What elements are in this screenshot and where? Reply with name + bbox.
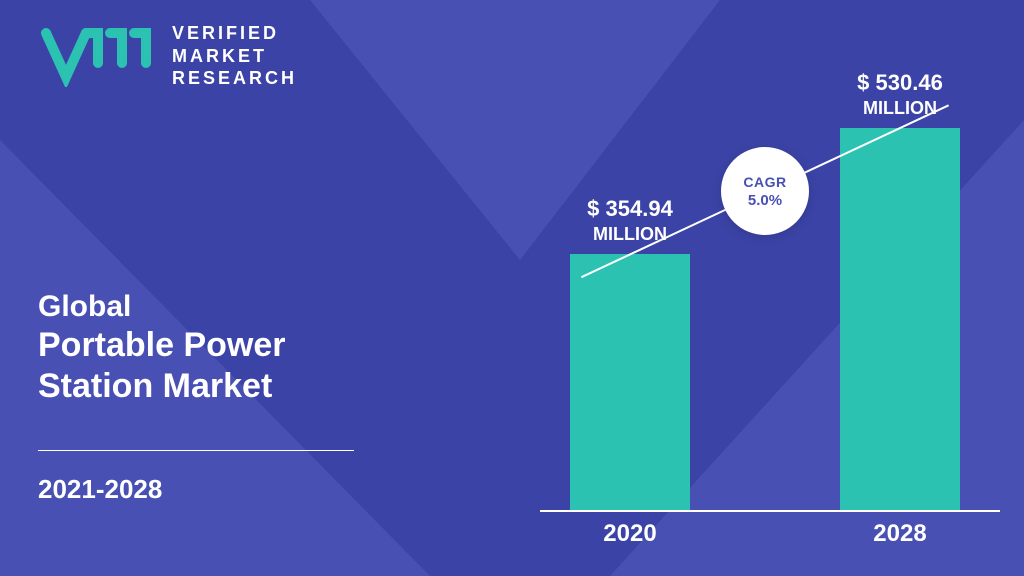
value-label-2028: $ 530.46 MILLION (820, 70, 980, 119)
title-line3: Station Market (38, 367, 286, 406)
brand-name-line1: VERIFIED (172, 22, 297, 45)
infographic-canvas: VERIFIED MARKET RESEARCH Global Portable… (0, 0, 1024, 576)
value-unit-2028: MILLION (820, 98, 980, 119)
title-line1: Global (38, 290, 286, 324)
cagr-value: 5.0% (748, 192, 782, 209)
brand-name-line3: RESEARCH (172, 67, 297, 90)
brand-logo: VERIFIED MARKET RESEARCH (38, 22, 297, 90)
title-line2: Portable Power (38, 326, 286, 365)
forecast-period: 2021-2028 (38, 474, 162, 505)
chart-baseline (540, 510, 1000, 512)
value-unit-2020: MILLION (550, 224, 710, 245)
title-divider (38, 450, 354, 451)
title-block: Global Portable Power Station Market (38, 290, 286, 406)
bar-2020 (570, 254, 690, 510)
value-amount-2028: $ 530.46 (820, 70, 980, 96)
brand-name: VERIFIED MARKET RESEARCH (172, 22, 297, 90)
xlabel-2020: 2020 (570, 520, 690, 548)
value-label-2020: $ 354.94 MILLION (550, 196, 710, 245)
cagr-badge: CAGR 5.0% (721, 147, 809, 235)
market-bar-chart: 2020 2028 $ 354.94 MILLION $ 530.46 MILL… (540, 20, 1000, 540)
xlabel-2028: 2028 (840, 520, 960, 548)
logo-mark-icon (38, 25, 156, 87)
cagr-label: CAGR (743, 174, 786, 190)
value-amount-2020: $ 354.94 (550, 196, 710, 222)
bar-2028 (840, 128, 960, 510)
brand-name-line2: MARKET (172, 45, 297, 68)
